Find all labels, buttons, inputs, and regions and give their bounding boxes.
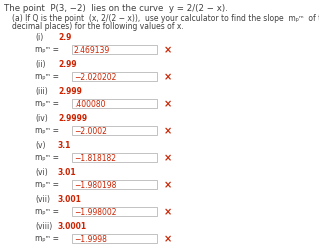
FancyBboxPatch shape [72, 234, 157, 243]
FancyBboxPatch shape [72, 207, 157, 216]
Text: decimal places) for the following values of x.: decimal places) for the following values… [12, 22, 184, 31]
Text: ×: × [164, 180, 172, 190]
FancyBboxPatch shape [72, 100, 157, 109]
Text: ×: × [164, 72, 172, 82]
Text: mₚᵐ =: mₚᵐ = [35, 125, 59, 135]
Text: −1.980198: −1.980198 [74, 180, 116, 189]
Text: (i): (i) [35, 33, 43, 42]
Text: (a) If Q is the point  (x, 2/(2 − x)),  use your calculator to find the slope  m: (a) If Q is the point (x, 2/(2 − x)), us… [12, 14, 319, 23]
Text: mₚᵐ =: mₚᵐ = [35, 99, 59, 108]
Text: ×: × [164, 99, 172, 109]
Text: mₚᵐ =: mₚᵐ = [35, 72, 59, 81]
Text: ×: × [164, 153, 172, 163]
Text: −1.818182: −1.818182 [74, 153, 116, 162]
Text: (ii): (ii) [35, 60, 46, 69]
Text: −1.998002: −1.998002 [74, 207, 116, 216]
Text: ×: × [164, 126, 172, 136]
Text: (v): (v) [35, 140, 46, 149]
Text: 3.1: 3.1 [58, 140, 71, 149]
Text: mₚᵐ =: mₚᵐ = [35, 233, 59, 242]
Text: 3.01: 3.01 [58, 167, 77, 176]
Text: (iii): (iii) [35, 87, 48, 96]
Text: 3.0001: 3.0001 [58, 221, 87, 230]
Text: mₚᵐ =: mₚᵐ = [35, 45, 59, 54]
Text: ×: × [164, 45, 172, 55]
Text: (vii): (vii) [35, 194, 50, 203]
Text: .400080: .400080 [74, 100, 106, 109]
Text: −2.0002: −2.0002 [74, 127, 107, 136]
Text: 2.9999: 2.9999 [58, 114, 87, 122]
Text: (iv): (iv) [35, 114, 48, 122]
Text: ×: × [164, 207, 172, 217]
Text: −1.9998: −1.9998 [74, 234, 107, 243]
Text: mₚᵐ =: mₚᵐ = [35, 152, 59, 161]
Text: ×: × [164, 234, 172, 243]
FancyBboxPatch shape [72, 153, 157, 162]
FancyBboxPatch shape [72, 127, 157, 136]
Text: 3.001: 3.001 [58, 194, 82, 203]
FancyBboxPatch shape [72, 180, 157, 189]
Text: (vi): (vi) [35, 167, 48, 176]
Text: −2.020202: −2.020202 [74, 73, 116, 82]
Text: 2.999: 2.999 [58, 87, 82, 96]
Text: 2.99: 2.99 [58, 60, 77, 69]
Text: 2.9: 2.9 [58, 33, 71, 42]
FancyBboxPatch shape [72, 46, 157, 55]
Text: mₚᵐ =: mₚᵐ = [35, 179, 59, 188]
Text: (viii): (viii) [35, 221, 52, 230]
Text: 2.469139: 2.469139 [74, 46, 110, 55]
FancyBboxPatch shape [72, 73, 157, 82]
Text: The point  P(3, −2)  lies on the curve  y = 2/(2 − x).: The point P(3, −2) lies on the curve y =… [4, 4, 228, 13]
Text: mₚᵐ =: mₚᵐ = [35, 206, 59, 215]
